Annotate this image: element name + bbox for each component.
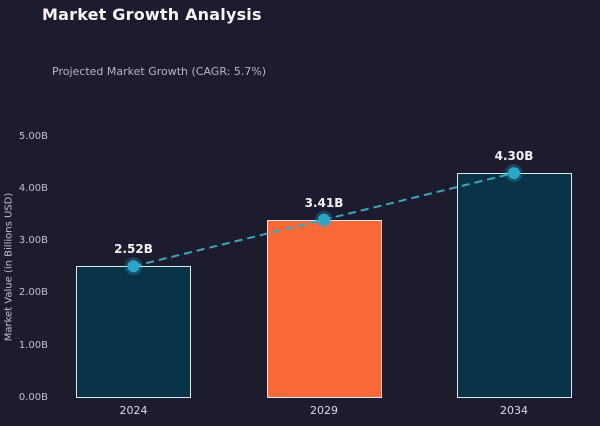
x-tick-label-2029: 2029 <box>310 404 338 417</box>
x-tick-label-2034: 2034 <box>500 404 528 417</box>
y-tick-label: 5.00B <box>18 130 48 142</box>
y-axis-title: Market Value (in Billions USD) <box>3 192 15 342</box>
x-tick-label-2024: 2024 <box>119 404 148 417</box>
value-label-2024: 2.52B <box>114 242 153 257</box>
y-tick-label: 1.00B <box>18 339 48 351</box>
bar-2024 <box>76 266 191 398</box>
chart-title: Market Growth Analysis <box>42 5 262 24</box>
bar-2029 <box>266 219 382 398</box>
y-tick-label: 0.00B <box>18 392 48 403</box>
y-tick-label: 3.00B <box>18 235 48 247</box>
y-tick-label: 4.00B <box>18 182 48 194</box>
y-tick-label: 2.00B <box>18 287 48 299</box>
value-label-2029: 3.41B <box>304 195 344 210</box>
value-label-2034: 4.30B <box>494 149 534 164</box>
chart-subtitle: Projected Market Growth (CAGR: 5.7%) <box>52 65 267 78</box>
bar-2034 <box>456 173 572 398</box>
